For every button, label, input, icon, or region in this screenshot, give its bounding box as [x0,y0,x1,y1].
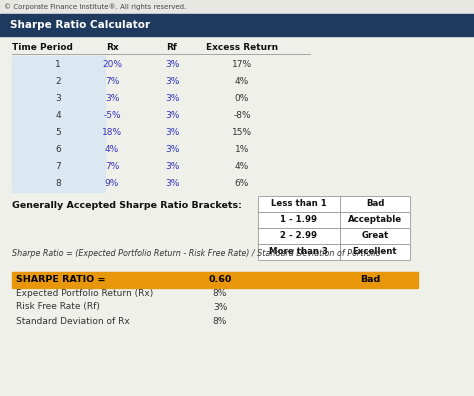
Text: Excellent: Excellent [353,248,397,257]
Text: 2 - 2.99: 2 - 2.99 [281,232,318,240]
Text: 7%: 7% [105,77,119,86]
Bar [258,244,340,260]
Text: Risk Free Rate (Rf): Risk Free Rate (Rf) [16,303,100,312]
Text: 0%: 0% [235,94,249,103]
Text: 20%: 20% [102,60,122,69]
Bar [340,212,410,228]
Text: 6%: 6% [235,179,249,188]
Text: 9%: 9% [105,179,119,188]
Text: 4%: 4% [235,77,249,86]
Text: Sharpe Ratio = (Expected Portfolio Return - Risk Free Rate) / Standard Deviation: Sharpe Ratio = (Expected Portfolio Retur… [12,249,381,257]
Text: Excess Return: Excess Return [206,42,278,51]
Bar [12,56,105,192]
Text: 3%: 3% [165,145,179,154]
Text: 4: 4 [55,111,61,120]
Text: Bad: Bad [366,200,384,209]
Text: 3: 3 [55,94,61,103]
Text: 3%: 3% [213,303,227,312]
Bar [258,212,340,228]
Text: -8%: -8% [233,111,251,120]
Text: 3%: 3% [165,111,179,120]
Text: 7: 7 [55,162,61,171]
Bar [0,0,474,14]
Text: Sharpe Ratio Calculator: Sharpe Ratio Calculator [10,20,150,30]
Text: Rf: Rf [166,42,177,51]
Text: 1%: 1% [235,145,249,154]
Text: 17%: 17% [232,60,252,69]
Text: Standard Deviation of Rx: Standard Deviation of Rx [16,316,130,326]
Text: 18%: 18% [102,128,122,137]
Text: © Corporate Finance Institute®. All rights reserved.: © Corporate Finance Institute®. All righ… [4,4,186,10]
Text: Acceptable: Acceptable [348,215,402,225]
Text: 3%: 3% [165,60,179,69]
Bar [258,228,340,244]
Text: 3%: 3% [165,77,179,86]
Text: More than 3: More than 3 [270,248,328,257]
Bar [0,14,474,36]
Text: Rx: Rx [106,42,118,51]
Text: 7%: 7% [105,162,119,171]
Text: 1: 1 [55,60,61,69]
Text: 6: 6 [55,145,61,154]
Bar [12,272,418,288]
Text: 3%: 3% [165,162,179,171]
Text: 1 - 1.99: 1 - 1.99 [281,215,318,225]
Text: Great: Great [361,232,389,240]
Text: 2: 2 [55,77,61,86]
Text: 0.60: 0.60 [208,276,232,284]
Text: 4%: 4% [105,145,119,154]
Text: Time Period: Time Period [12,42,73,51]
Text: 15%: 15% [232,128,252,137]
Text: -5%: -5% [103,111,121,120]
Text: 8: 8 [55,179,61,188]
Text: Less than 1: Less than 1 [271,200,327,209]
Bar [340,244,410,260]
Bar [340,196,410,212]
Text: SHARPE RATIO =: SHARPE RATIO = [16,276,106,284]
Text: 3%: 3% [165,94,179,103]
Bar [258,196,340,212]
Bar [340,228,410,244]
Text: 4%: 4% [235,162,249,171]
Text: Generally Accepted Sharpe Ratio Brackets:: Generally Accepted Sharpe Ratio Brackets… [12,200,242,209]
Text: Expected Portfolio Return (Rx): Expected Portfolio Return (Rx) [16,289,153,297]
Text: Bad: Bad [360,276,380,284]
Text: 3%: 3% [105,94,119,103]
Text: 5: 5 [55,128,61,137]
Text: 3%: 3% [165,128,179,137]
Text: 8%: 8% [213,316,227,326]
Text: 3%: 3% [165,179,179,188]
Text: 8%: 8% [213,289,227,297]
